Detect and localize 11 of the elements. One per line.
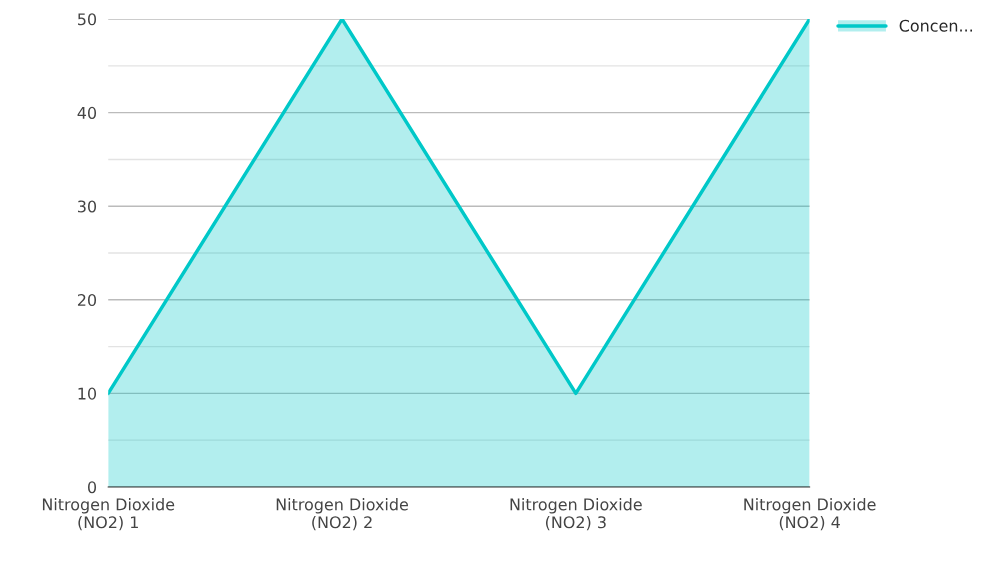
x-tick-label: Nitrogen Dioxide (NO2) 3	[510, 498, 642, 531]
legend-label: Concen...	[899, 19, 972, 32]
y-tick-label: 50	[78, 13, 97, 26]
x-tick-label: Nitrogen Dioxide (NO2) 1	[42, 498, 175, 531]
y-tick-label: 10	[78, 387, 97, 400]
y-tick-label: 30	[78, 200, 97, 213]
y-tick-label: 20	[77, 294, 97, 307]
y-tick-label: 0	[88, 481, 97, 494]
x-tick-label: Nitrogen Dioxide (NO2) 2	[276, 498, 408, 531]
x-tick-label: Nitrogen Dioxide (NO2) 4	[744, 498, 876, 531]
y-tick-label: 40	[77, 106, 97, 119]
